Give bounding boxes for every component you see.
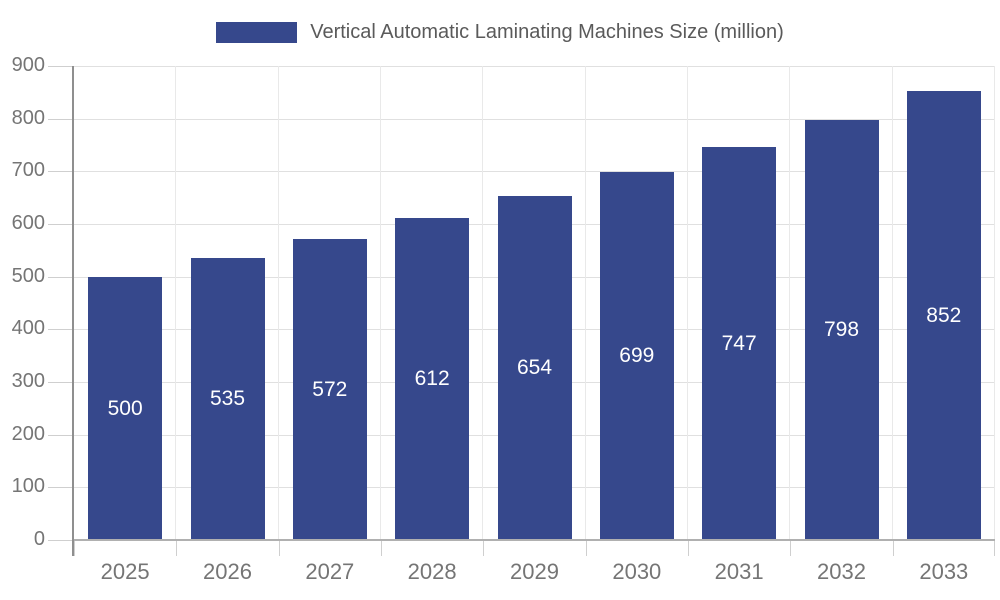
legend-label: Vertical Automatic Laminating Machines S… [310, 21, 784, 43]
y-axis-tick [48, 66, 74, 67]
bar-2032[interactable]: 798 [804, 120, 879, 540]
bar-2033[interactable]: 852 [906, 91, 981, 540]
y-axis-tick-label: 900 [11, 54, 45, 77]
y-axis-tick [48, 487, 74, 489]
y-axis-line [72, 66, 74, 556]
legend[interactable]: Vertical Automatic Laminating Machines S… [0, 21, 1000, 44]
x-axis-tick [688, 540, 689, 556]
bar-2027[interactable]: 572 [292, 239, 367, 540]
x-axis-tick-label: 2031 [714, 559, 764, 584]
grid-line-horizontal [74, 171, 995, 173]
bar-value-label: 798 [823, 318, 860, 341]
x-axis-tick [74, 540, 75, 556]
x-axis-tick-label: 2032 [817, 559, 866, 584]
y-axis-tick-label: 200 [11, 422, 45, 445]
grid-line-vertical [687, 66, 688, 540]
x-axis-tick [176, 540, 178, 556]
bar-2028[interactable]: 612 [395, 218, 470, 540]
grid-line-vertical [891, 66, 893, 540]
legend-swatch [216, 22, 298, 43]
x-axis-tick-label: 2029 [510, 559, 559, 584]
bar-value-label: 699 [619, 344, 655, 367]
x-axis-tick [278, 540, 280, 556]
y-axis-tick-label: 300 [11, 370, 45, 393]
y-axis-tick [48, 540, 74, 541]
x-axis-tick [483, 540, 485, 556]
bar-value-label: 500 [107, 396, 143, 420]
bar-value-label: 852 [926, 303, 962, 327]
bar-value-label: 572 [312, 377, 348, 401]
y-axis-tick [48, 118, 74, 120]
y-axis-tick [48, 224, 74, 225]
grid-line-vertical [175, 66, 177, 540]
x-axis-tick-label: 2027 [305, 559, 355, 584]
x-axis-tick-label: 2028 [407, 559, 457, 584]
grid-line-vertical [277, 66, 279, 540]
grid-line-vertical [482, 66, 484, 540]
y-axis-tick-label: 100 [11, 475, 45, 498]
x-axis-tick-label: 2025 [100, 559, 150, 584]
grid-line-vertical [994, 66, 995, 540]
y-axis-tick [48, 276, 74, 278]
grid-line-horizontal [74, 66, 995, 67]
bar-2031[interactable]: 747 [702, 147, 777, 540]
x-axis-tick [790, 540, 792, 556]
grid-line-vertical [380, 66, 381, 540]
y-axis-tick [48, 434, 74, 436]
x-axis-tick-label: 2033 [919, 559, 969, 584]
bar-2029[interactable]: 654 [497, 196, 572, 540]
bar-value-label: 612 [414, 367, 450, 390]
y-axis-tick [48, 382, 74, 383]
x-axis-tick-label: 2030 [612, 559, 662, 584]
plot-area: 500 535 572 612 654 699 747 798 852 [74, 66, 995, 540]
y-axis-tick-label: 800 [11, 106, 45, 129]
bar-2026[interactable]: 535 [190, 258, 265, 540]
x-axis-line [74, 539, 995, 541]
x-axis-tick [381, 540, 382, 556]
x-axis-tick-label: 2026 [203, 559, 252, 584]
grid-line-vertical [789, 66, 791, 540]
x-axis-tick [892, 540, 894, 556]
bar-value-label: 535 [209, 387, 246, 410]
bar-value-label: 654 [516, 356, 553, 379]
y-axis-tick-label: 700 [11, 159, 45, 182]
x-axis-tick [585, 540, 587, 556]
y-axis-tick-label: 600 [11, 212, 45, 235]
bar-value-label: 747 [721, 331, 757, 355]
bar-2025[interactable]: 500 [88, 277, 163, 540]
bar-2030[interactable]: 699 [599, 172, 674, 540]
y-axis-tick [48, 329, 74, 331]
x-axis-tick [994, 540, 995, 556]
y-axis-tick-label: 400 [11, 317, 45, 340]
grid-line-vertical [584, 66, 586, 540]
y-axis-tick-label: 0 [33, 528, 45, 551]
y-axis-tick-label: 500 [11, 264, 45, 287]
y-axis-tick [48, 171, 74, 173]
grid-line-horizontal [74, 118, 995, 120]
